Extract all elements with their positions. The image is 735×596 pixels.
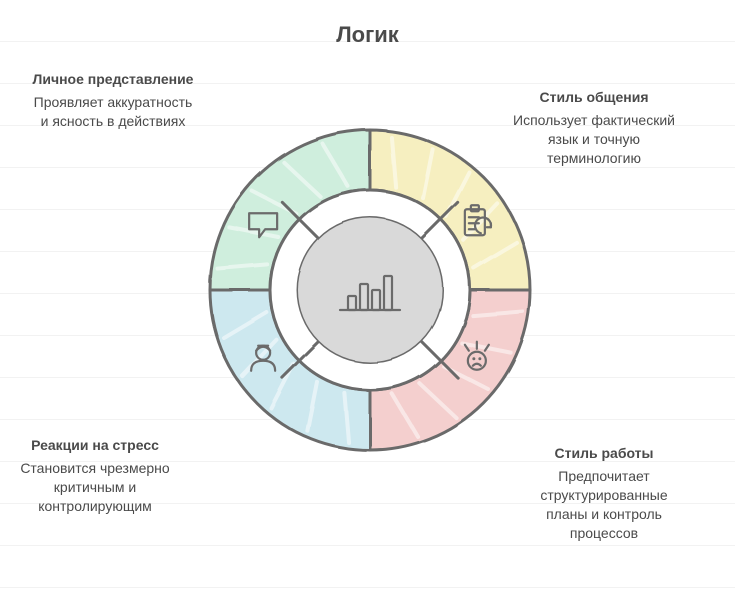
label-body: Становится чрезмерно критичным и контрол… — [20, 460, 169, 514]
label-heading: Личное представление — [28, 70, 198, 89]
label-stress-reactions: Реакции на стресс Становится чрезмерно к… — [10, 436, 180, 516]
quadrant-wheel — [180, 100, 560, 480]
label-body: Проявляет аккуратность и ясность в дейст… — [34, 94, 193, 129]
label-heading: Реакции на стресс — [10, 436, 180, 455]
label-personal-presentation: Личное представление Проявляет аккуратно… — [28, 70, 198, 131]
page-title: Логик — [0, 22, 735, 48]
